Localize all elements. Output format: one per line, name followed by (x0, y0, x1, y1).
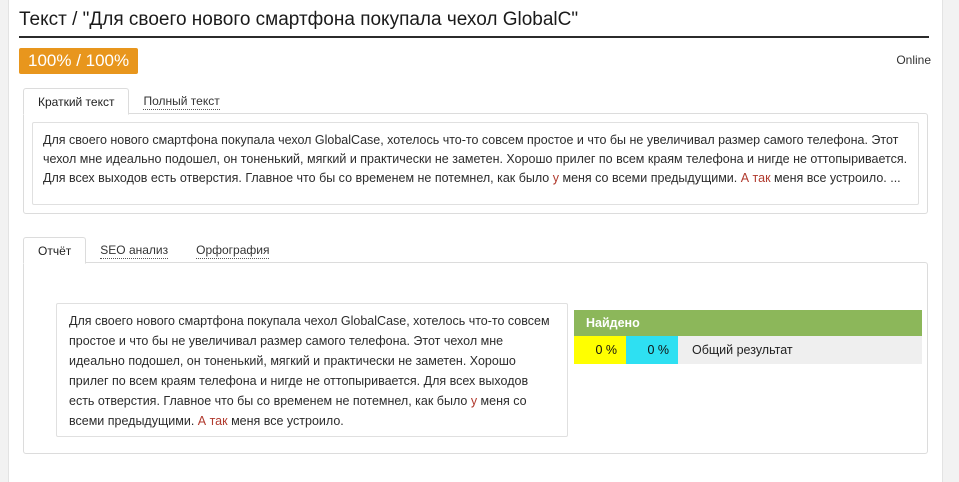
short-text-part3: меня все устроило. ... (770, 171, 901, 185)
found-panel-header: Найдено (574, 310, 922, 336)
tab-seo-analiz-label: SEO анализ (100, 243, 169, 259)
text-tab-panel: Для своего нового смартфона покупала чех… (23, 113, 928, 214)
online-status-label: Online (896, 53, 931, 67)
report-text-highlight-2: А так (197, 414, 228, 428)
tab-orfografiya[interactable]: Орфография (182, 237, 283, 264)
report-tab-panel: Для своего нового смартфона покупала чех… (23, 262, 928, 454)
short-text-highlight-1: у (552, 171, 559, 185)
report-text-part3: меня все устроило. (227, 414, 344, 428)
report-text-box: Для своего нового смартфона покупала чех… (56, 303, 568, 437)
short-text-part1: Для своего нового смартфона покупала чех… (43, 133, 908, 185)
page-frame: Текст / "Для своего нового смартфона пок… (8, 0, 943, 482)
report-tab-strip: Отчёт SEO анализ Орфография (23, 237, 928, 264)
found-panel-row: 0 % 0 % Общий результат (574, 336, 922, 364)
report-text-content: Для своего нового смартфона покупала чех… (69, 311, 555, 431)
badge-row: 100% / 100% (19, 48, 139, 74)
report-columns: Для своего нового смартфона покупала чех… (24, 263, 927, 453)
report-text-part2: меня со всеми предыдущими. (69, 394, 527, 428)
page-title-container: Текст / "Для своего нового смартфона пок… (19, 8, 929, 38)
tab-seo-analiz[interactable]: SEO анализ (86, 237, 182, 264)
page-inner: Текст / "Для своего нового смартфона пок… (9, 0, 943, 482)
found-panel: Найдено 0 % 0 % Общий результат (574, 310, 922, 364)
tab-otchet-label: Отчёт (38, 244, 72, 258)
text-tab-strip: Краткий текст Полный текст (23, 88, 928, 115)
text-tab-block: Краткий текст Полный текст Для своего но… (23, 88, 928, 214)
tab-polnyy-tekst[interactable]: Полный текст (129, 88, 233, 115)
tab-polnyy-tekst-label: Полный текст (143, 94, 220, 110)
uniqueness-badge: 100% / 100% (19, 48, 139, 74)
stat-cell-cyan: 0 % (626, 336, 678, 364)
stat-cell-yellow: 0 % (574, 336, 626, 364)
tab-kratkiy-tekst-label: Краткий текст (38, 95, 115, 109)
overall-result-label: Общий результат (692, 343, 793, 357)
page-title: Текст / "Для своего нового смартфона пок… (19, 9, 579, 30)
short-text-box: Для своего нового смартфона покупала чех… (32, 122, 919, 205)
short-text-part2: меня со всеми предыдущими. (559, 171, 741, 185)
tab-kratkiy-tekst[interactable]: Краткий текст (23, 88, 130, 115)
short-text-content: Для своего нового смартфона покупала чех… (43, 131, 908, 188)
report-text-part1: Для своего нового смартфона покупала чех… (69, 314, 550, 408)
tab-otchet[interactable]: Отчёт (23, 237, 87, 264)
short-text-highlight-2: А так (740, 171, 771, 185)
report-text-highlight-1: у (470, 394, 478, 408)
report-tab-block: Отчёт SEO анализ Орфография Для своего н… (23, 237, 928, 454)
tab-orfografiya-label: Орфография (196, 243, 270, 259)
